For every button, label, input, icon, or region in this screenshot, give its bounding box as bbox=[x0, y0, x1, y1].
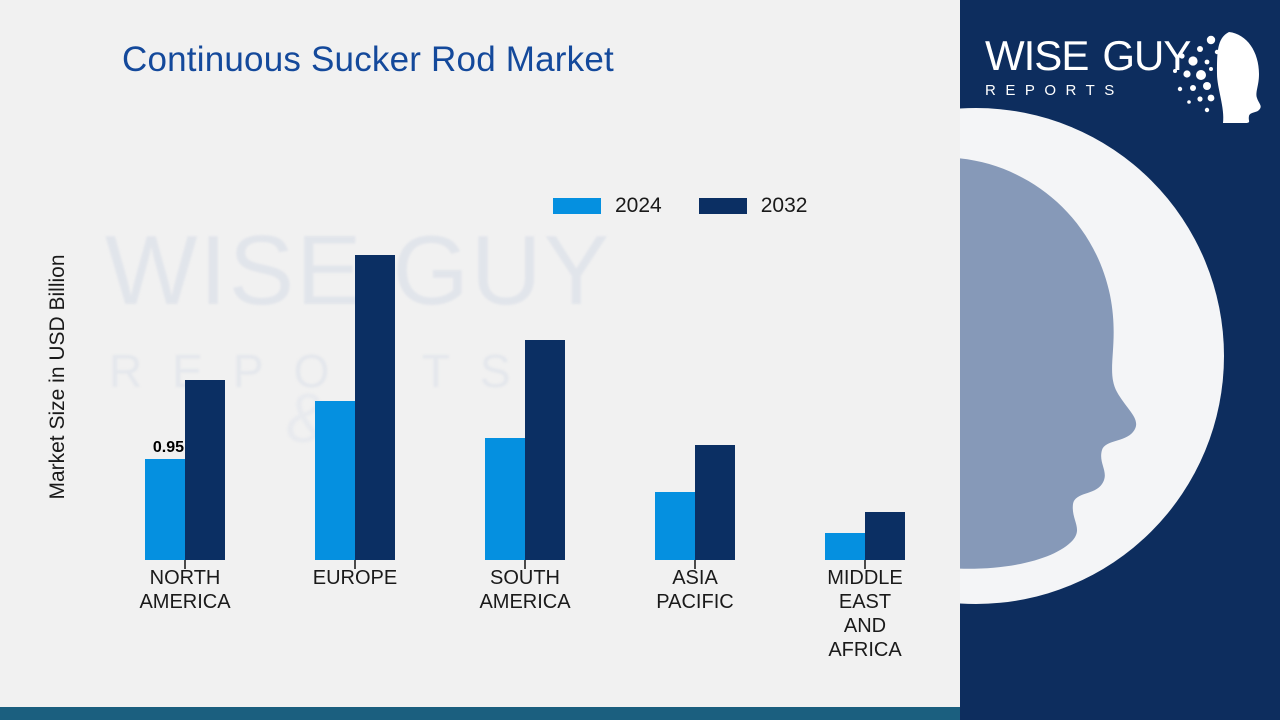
bar-group bbox=[315, 230, 395, 560]
x-axis-tick bbox=[864, 560, 866, 569]
legend-item-2032[interactable]: 2032 bbox=[698, 194, 808, 218]
head-profile-silhouette-icon bbox=[960, 158, 1137, 569]
bar-2024-north-america[interactable] bbox=[145, 458, 185, 560]
bar-2032-south-america[interactable] bbox=[525, 339, 565, 560]
chart-legend: 2024 2032 bbox=[553, 194, 807, 218]
logo-word-wise: WISE bbox=[985, 32, 1089, 79]
legend-swatch-icon-2024 bbox=[553, 198, 601, 214]
y-axis-label: Market Size in USD Billion bbox=[46, 254, 69, 500]
brand-panel bbox=[960, 0, 1280, 720]
accent-strip bbox=[0, 707, 960, 720]
x-axis-label-middle-east-and-africa: MIDDLE EAST AND AFRICA bbox=[827, 567, 903, 661]
bar-2032-europe[interactable] bbox=[355, 254, 395, 560]
bar-value-label: 0.95 bbox=[152, 438, 184, 456]
logo-primary-text: WISE GUY bbox=[985, 34, 1255, 78]
x-axis-label-asia-pacific: ASIA PACIFIC bbox=[656, 567, 734, 613]
page-title: Continuous Sucker Rod Market bbox=[122, 40, 614, 79]
x-axis-tick bbox=[184, 560, 186, 569]
x-axis-tick bbox=[524, 560, 526, 569]
bar-2024-europe[interactable] bbox=[315, 401, 355, 560]
bar-group bbox=[825, 230, 905, 560]
x-axis-label-north-america: NORTH AMERICA bbox=[139, 567, 231, 613]
brand-logo[interactable]: WISE GUY REPORTS bbox=[985, 32, 1261, 123]
bar-2024-south-america[interactable] bbox=[485, 437, 525, 560]
x-axis-tick bbox=[694, 560, 696, 569]
plot-area: 0.95 bbox=[104, 230, 934, 560]
bar-group: 0.95 bbox=[145, 230, 225, 560]
bar-2032-asia-pacific[interactable] bbox=[695, 445, 735, 560]
legend-label-2024: 2024 bbox=[615, 194, 662, 217]
logo-head-dots-icon bbox=[1173, 32, 1261, 123]
legend-label-2032: 2032 bbox=[760, 194, 808, 217]
logo-secondary-text: REPORTS bbox=[985, 82, 1124, 99]
bar-chart: Market Size in USD Billion 2024 2032 0.9… bbox=[46, 194, 934, 661]
x-axis-label-europe: EUROPE bbox=[312, 567, 398, 589]
bar-2032-middle-east-and-africa[interactable] bbox=[865, 512, 905, 560]
x-axis-label-south-america: SOUTH AMERICA bbox=[479, 567, 571, 613]
legend-item-2024[interactable]: 2024 bbox=[553, 194, 662, 218]
legend-swatch-icon-2032 bbox=[698, 198, 747, 214]
bar-group bbox=[485, 230, 565, 560]
bar-2032-north-america[interactable] bbox=[185, 380, 225, 560]
bar-group bbox=[655, 230, 735, 560]
bar-2024-middle-east-and-africa[interactable] bbox=[825, 533, 865, 560]
bar-2024-asia-pacific[interactable] bbox=[655, 491, 695, 560]
x-axis-tick bbox=[354, 560, 356, 569]
